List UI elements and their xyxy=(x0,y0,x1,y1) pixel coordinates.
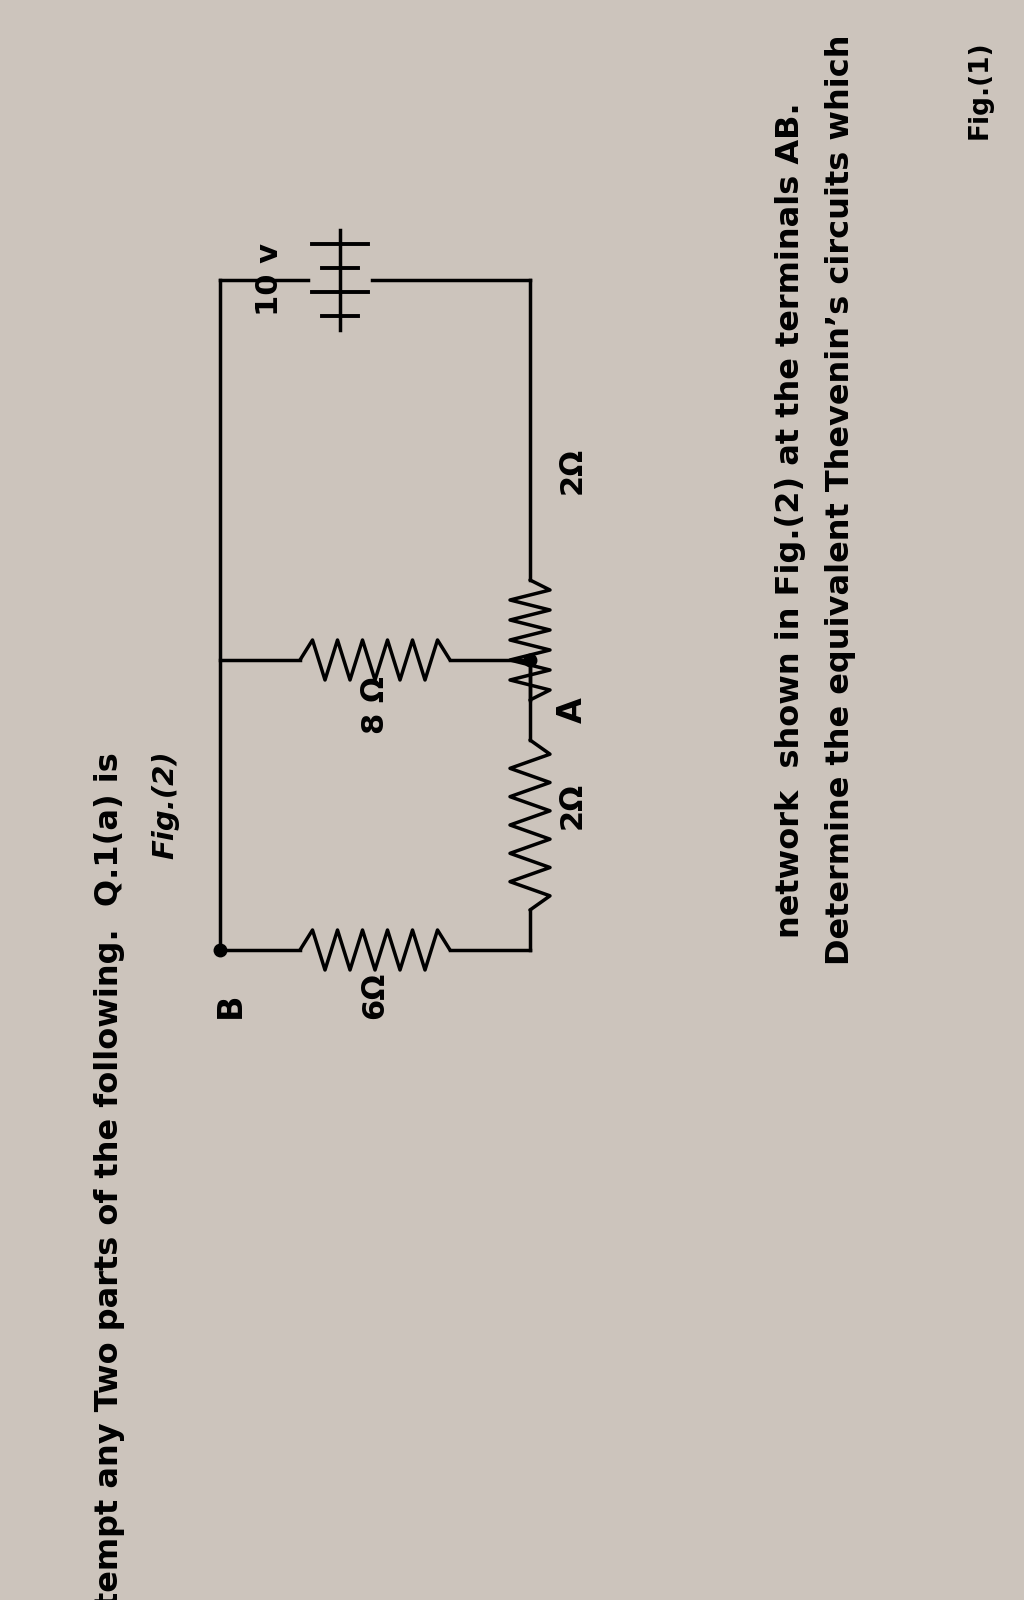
Text: 6Ω: 6Ω xyxy=(360,971,389,1019)
Text: A: A xyxy=(555,698,589,723)
Text: 2Ω: 2Ω xyxy=(557,446,587,493)
Text: 10 v: 10 v xyxy=(256,243,285,317)
Text: Fig.(2): Fig.(2) xyxy=(151,750,179,859)
Text: Fig.(1): Fig.(1) xyxy=(967,40,993,139)
Text: B: B xyxy=(213,992,247,1018)
Text: 8 Ω: 8 Ω xyxy=(360,677,389,734)
Text: Determine the equivalent Thevenin’s circuits which: Determine the equivalent Thevenin’s circ… xyxy=(824,35,855,965)
Text: Attempt any Two parts of the following.  Q.1(a) is: Attempt any Two parts of the following. … xyxy=(94,752,126,1600)
Text: 2Ω: 2Ω xyxy=(557,781,587,829)
Text: network  shown in Fig.(2) at the terminals AB.: network shown in Fig.(2) at the terminal… xyxy=(774,102,806,938)
